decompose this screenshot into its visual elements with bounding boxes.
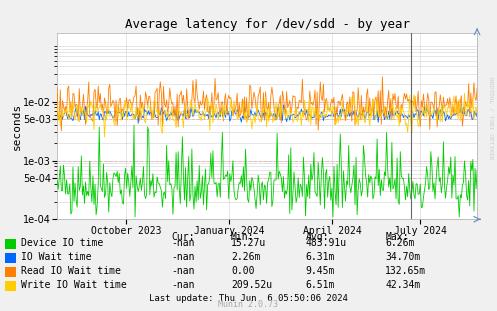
Text: 42.34m: 42.34m xyxy=(385,280,420,290)
Text: 15.27u: 15.27u xyxy=(231,238,266,248)
Text: -nan: -nan xyxy=(171,252,195,262)
Text: Write IO Wait time: Write IO Wait time xyxy=(21,280,127,290)
Text: -nan: -nan xyxy=(171,238,195,248)
Text: -nan: -nan xyxy=(171,266,195,276)
Title: Average latency for /dev/sdd - by year: Average latency for /dev/sdd - by year xyxy=(125,18,410,31)
Text: RRDTOOL / TOBI OETIKER: RRDTOOL / TOBI OETIKER xyxy=(488,77,493,160)
Text: 2.26m: 2.26m xyxy=(231,252,260,262)
Text: Munin 2.0.73: Munin 2.0.73 xyxy=(219,300,278,309)
Text: 209.52u: 209.52u xyxy=(231,280,272,290)
Text: 0.00: 0.00 xyxy=(231,266,254,276)
Text: 132.65m: 132.65m xyxy=(385,266,426,276)
Y-axis label: seconds: seconds xyxy=(11,102,21,150)
Text: Avg:: Avg: xyxy=(306,232,329,242)
Text: IO Wait time: IO Wait time xyxy=(21,252,91,262)
Text: Last update: Thu Jun  6 05:50:06 2024: Last update: Thu Jun 6 05:50:06 2024 xyxy=(149,294,348,303)
Text: Device IO time: Device IO time xyxy=(21,238,103,248)
Text: 34.70m: 34.70m xyxy=(385,252,420,262)
Text: 6.51m: 6.51m xyxy=(306,280,335,290)
Text: Cur:: Cur: xyxy=(171,232,195,242)
Text: 483.91u: 483.91u xyxy=(306,238,347,248)
Text: 9.45m: 9.45m xyxy=(306,266,335,276)
Text: Max:: Max: xyxy=(385,232,409,242)
Text: Read IO Wait time: Read IO Wait time xyxy=(21,266,121,276)
Text: 6.31m: 6.31m xyxy=(306,252,335,262)
Text: 6.26m: 6.26m xyxy=(385,238,414,248)
Text: -nan: -nan xyxy=(171,280,195,290)
Text: Min:: Min: xyxy=(231,232,254,242)
